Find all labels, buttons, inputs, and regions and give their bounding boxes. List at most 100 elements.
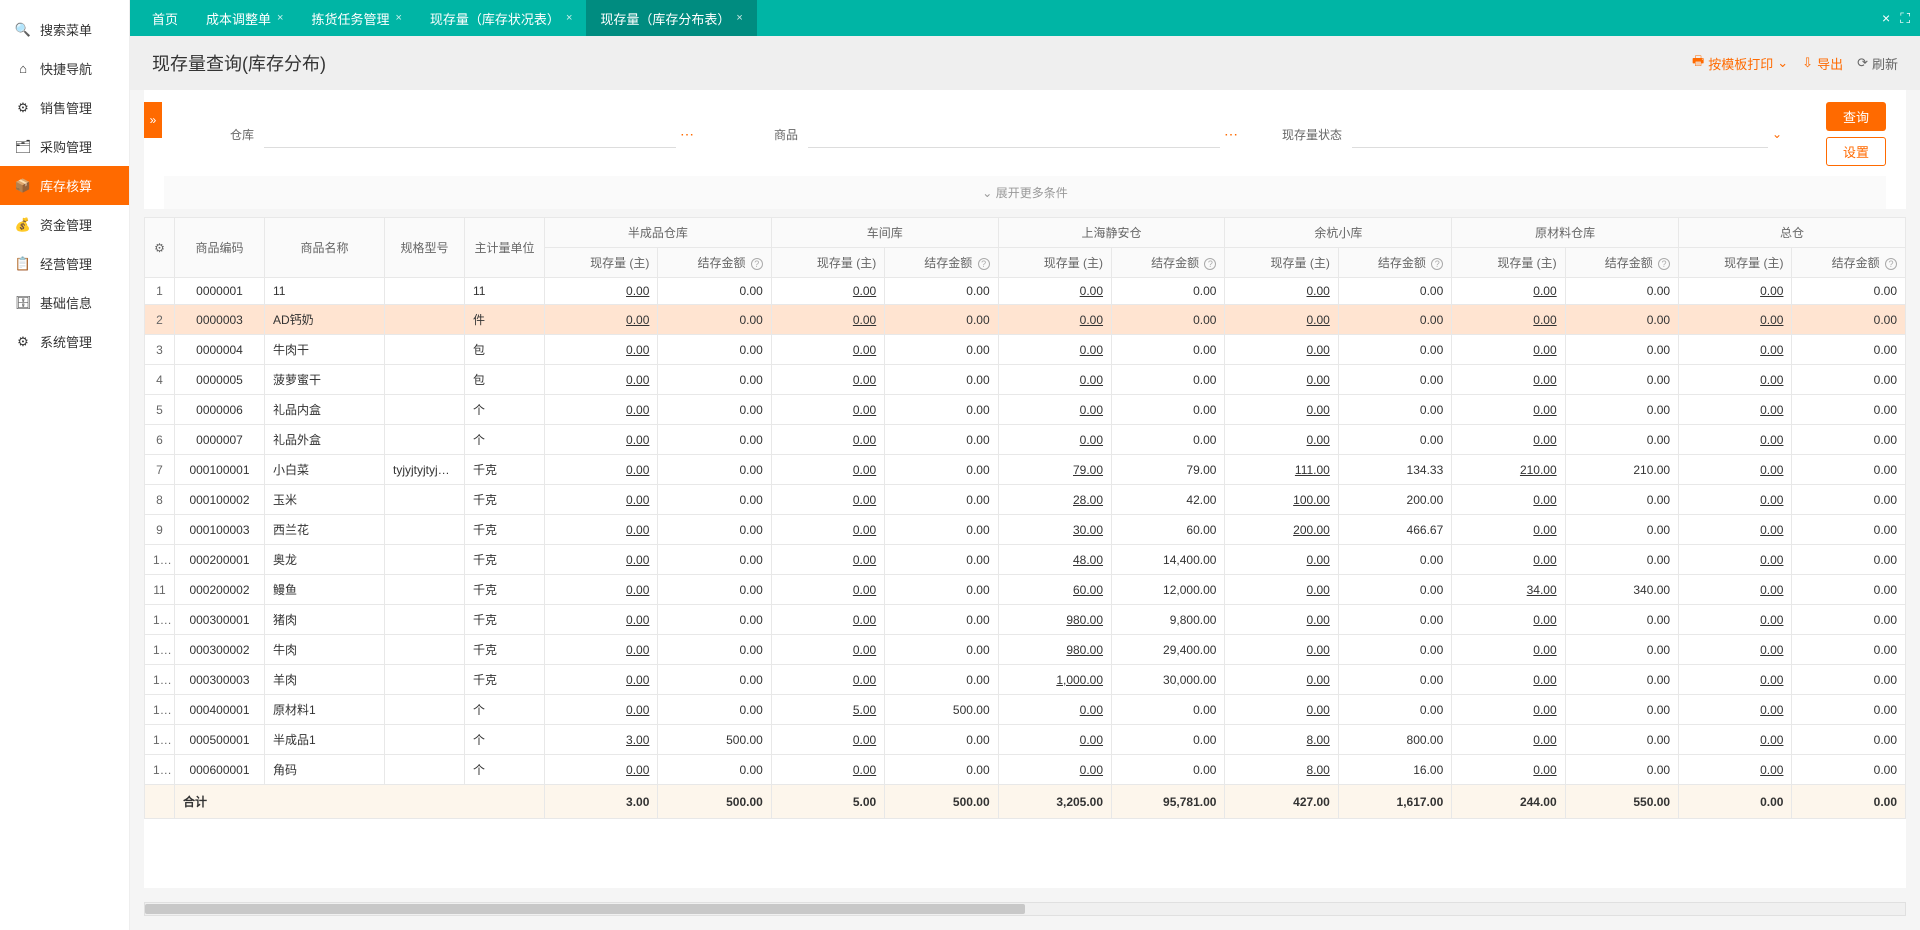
qty-link[interactable]: 0.00 — [1760, 733, 1783, 747]
qty-link[interactable]: 0.00 — [1080, 343, 1103, 357]
qty-link[interactable]: 0.00 — [1760, 403, 1783, 417]
expand-conditions[interactable]: ⌄ 展开更多条件 — [164, 176, 1886, 209]
qty-link[interactable]: 0.00 — [626, 284, 649, 298]
table-row[interactable]: 6 0000007 礼品外盒 个0.000.000.000.000.000.00… — [145, 425, 1906, 455]
qty-link[interactable]: 0.00 — [626, 343, 649, 357]
export-action[interactable]: ⇩ 导出 — [1802, 54, 1843, 73]
qty-link[interactable]: 0.00 — [853, 613, 876, 627]
qty-link[interactable]: 0.00 — [1760, 673, 1783, 687]
qty-link[interactable]: 0.00 — [1760, 373, 1783, 387]
tab[interactable]: 成本调整单× — [192, 0, 297, 36]
qty-link[interactable]: 0.00 — [1306, 703, 1329, 717]
help-icon[interactable]: ? — [1431, 258, 1443, 270]
table-row[interactable]: 14 000300003 羊肉 千克0.000.000.000.001,000.… — [145, 665, 1906, 695]
qty-link[interactable]: 0.00 — [1306, 373, 1329, 387]
qty-link[interactable]: 0.00 — [1306, 403, 1329, 417]
filter-collapse-toggle[interactable]: » — [144, 102, 162, 138]
qty-link[interactable]: 0.00 — [1080, 703, 1103, 717]
qty-link[interactable]: 0.00 — [1306, 643, 1329, 657]
qty-link[interactable]: 0.00 — [1533, 763, 1556, 777]
qty-link[interactable]: 0.00 — [1080, 313, 1103, 327]
qty-link[interactable]: 0.00 — [1306, 583, 1329, 597]
settings-button[interactable]: 设置 — [1826, 137, 1886, 166]
horizontal-scrollbar[interactable] — [144, 902, 1906, 916]
qty-link[interactable]: 980.00 — [1066, 613, 1103, 627]
qty-link[interactable]: 0.00 — [1080, 373, 1103, 387]
qty-link[interactable]: 0.00 — [1533, 403, 1556, 417]
qty-link[interactable]: 210.00 — [1520, 463, 1557, 477]
scrollbar-thumb[interactable] — [145, 904, 1025, 914]
qty-link[interactable]: 100.00 — [1293, 493, 1330, 507]
table-row[interactable]: 2 0000003 AD钙奶 件0.000.000.000.000.000.00… — [145, 305, 1906, 335]
qty-link[interactable]: 0.00 — [1306, 673, 1329, 687]
qty-link[interactable]: 0.00 — [1760, 553, 1783, 567]
status-chevron-icon[interactable]: ⌄ — [1768, 127, 1786, 141]
qty-link[interactable]: 200.00 — [1293, 523, 1330, 537]
qty-link[interactable]: 0.00 — [626, 433, 649, 447]
table-row[interactable]: 11 000200002 鳗鱼 千克0.000.000.000.0060.001… — [145, 575, 1906, 605]
qty-link[interactable]: 0.00 — [1760, 343, 1783, 357]
qty-link[interactable]: 0.00 — [1533, 493, 1556, 507]
query-button[interactable]: 查询 — [1826, 102, 1886, 131]
qty-link[interactable]: 0.00 — [1080, 433, 1103, 447]
tab-close-icon[interactable]: × — [395, 12, 401, 24]
warehouse-more-icon[interactable]: ⋯ — [676, 126, 698, 143]
qty-link[interactable]: 0.00 — [1533, 613, 1556, 627]
qty-link[interactable]: 0.00 — [626, 763, 649, 777]
sidebar-item-base[interactable]: 🗄基础信息 — [0, 283, 129, 322]
qty-link[interactable]: 0.00 — [1306, 284, 1329, 298]
sidebar-item-biz[interactable]: 📋经营管理 — [0, 244, 129, 283]
tab-close-icon[interactable]: × — [277, 12, 283, 24]
qty-link[interactable]: 0.00 — [626, 463, 649, 477]
help-icon[interactable]: ? — [1885, 258, 1897, 270]
tab[interactable]: 现存量（库存状况表）× — [416, 0, 586, 36]
qty-link[interactable]: 0.00 — [626, 703, 649, 717]
qty-link[interactable]: 0.00 — [853, 433, 876, 447]
qty-link[interactable]: 0.00 — [853, 373, 876, 387]
qty-link[interactable]: 0.00 — [1533, 703, 1556, 717]
qty-link[interactable]: 0.00 — [853, 553, 876, 567]
qty-link[interactable]: 0.00 — [1533, 373, 1556, 387]
qty-link[interactable]: 0.00 — [1760, 284, 1783, 298]
qty-link[interactable]: 0.00 — [1760, 433, 1783, 447]
print-action[interactable]: 🖶 按模板打印 ⌄ — [1692, 52, 1788, 74]
qty-link[interactable]: 28.00 — [1073, 493, 1103, 507]
qty-link[interactable]: 0.00 — [626, 583, 649, 597]
qty-link[interactable]: 0.00 — [1760, 493, 1783, 507]
qty-link[interactable]: 0.00 — [626, 493, 649, 507]
help-icon[interactable]: ? — [1204, 258, 1216, 270]
qty-link[interactable]: 0.00 — [853, 313, 876, 327]
qty-link[interactable]: 3.00 — [626, 733, 649, 747]
qty-link[interactable]: 0.00 — [1306, 343, 1329, 357]
qty-link[interactable]: 0.00 — [1533, 433, 1556, 447]
status-input[interactable] — [1352, 120, 1768, 148]
qty-link[interactable]: 0.00 — [853, 673, 876, 687]
product-input[interactable] — [808, 120, 1220, 148]
qty-link[interactable]: 0.00 — [853, 463, 876, 477]
qty-link[interactable]: 0.00 — [853, 643, 876, 657]
qty-link[interactable]: 5.00 — [853, 703, 876, 717]
tab[interactable]: 现存量（库存分布表）× — [586, 0, 756, 36]
table-row[interactable]: 8 000100002 玉米 千克0.000.000.000.0028.0042… — [145, 485, 1906, 515]
qty-link[interactable]: 0.00 — [1080, 284, 1103, 298]
qty-link[interactable]: 0.00 — [853, 583, 876, 597]
table-row[interactable]: 17 000600001 角码 个0.000.000.000.000.000.0… — [145, 755, 1906, 785]
qty-link[interactable]: 0.00 — [853, 403, 876, 417]
table-row[interactable]: 3 0000004 牛肉干 包0.000.000.000.000.000.000… — [145, 335, 1906, 365]
table-row[interactable]: 9 000100003 西兰花 千克0.000.000.000.0030.006… — [145, 515, 1906, 545]
qty-link[interactable]: 0.00 — [1533, 284, 1556, 298]
qty-link[interactable]: 0.00 — [626, 643, 649, 657]
qty-link[interactable]: 0.00 — [1306, 433, 1329, 447]
product-more-icon[interactable]: ⋯ — [1220, 126, 1242, 143]
sidebar-item-purchase[interactable]: 🗂采购管理 — [0, 127, 129, 166]
tab-close-all-icon[interactable]: × — [1882, 10, 1890, 26]
qty-link[interactable]: 0.00 — [853, 343, 876, 357]
qty-link[interactable]: 0.00 — [626, 553, 649, 567]
qty-link[interactable]: 0.00 — [1306, 553, 1329, 567]
qty-link[interactable]: 0.00 — [1533, 313, 1556, 327]
table-row[interactable]: 1 0000001 11 110.000.000.000.000.000.000… — [145, 278, 1906, 305]
qty-link[interactable]: 0.00 — [853, 493, 876, 507]
table-row[interactable]: 10 000200001 奥龙 千克0.000.000.000.0048.001… — [145, 545, 1906, 575]
qty-link[interactable]: 0.00 — [1533, 673, 1556, 687]
qty-link[interactable]: 30.00 — [1073, 523, 1103, 537]
